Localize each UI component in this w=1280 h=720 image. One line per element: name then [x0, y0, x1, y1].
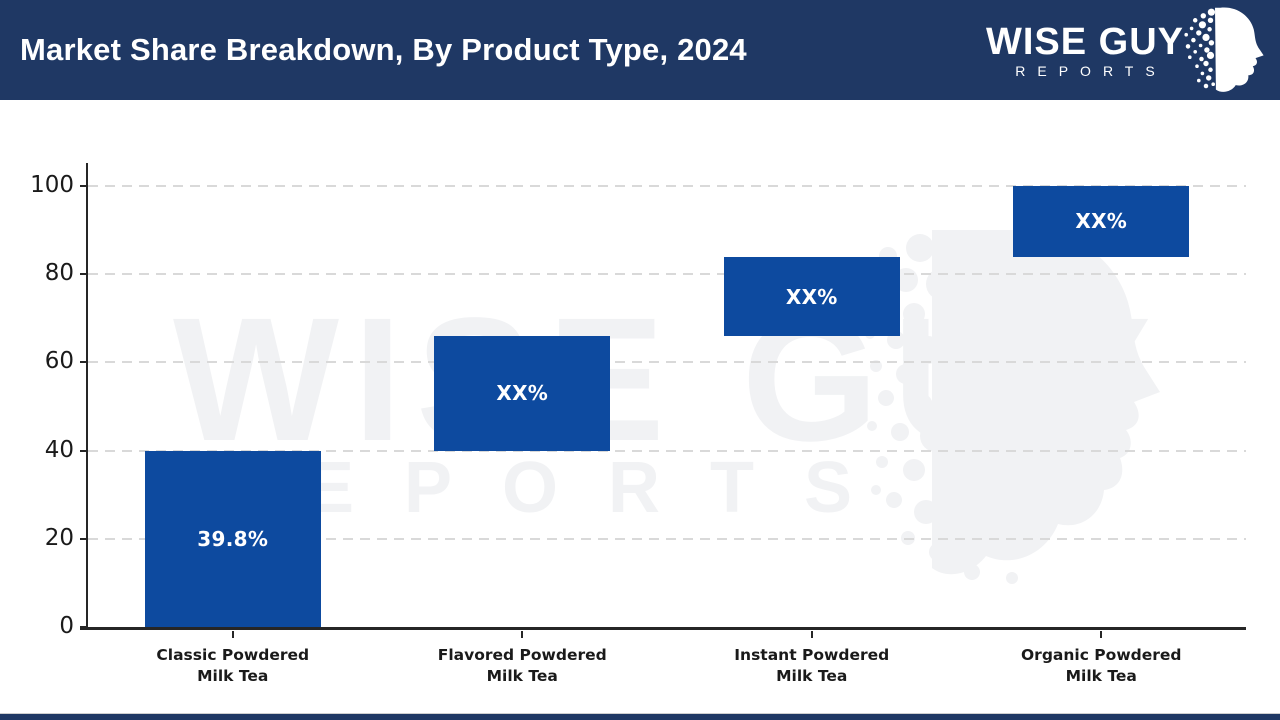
brand-logo: WISE GUY REPORTS: [986, 5, 1270, 95]
footer-hairline: [0, 713, 1280, 714]
gridline: [88, 361, 1246, 364]
x-category-label: Classic Powdered Milk Tea: [156, 646, 310, 686]
chart-area: WISE GUY REPORTS 0 20 40 60 80 100 39.8% Classi…: [0, 100, 1280, 714]
y-tick: [80, 273, 88, 276]
y-tick: [80, 449, 88, 452]
logo-face-icon: [1184, 7, 1264, 92]
x-category-label: Instant Powdered Milk Tea: [734, 646, 890, 686]
y-tick: [80, 537, 88, 540]
bar-value-label: 39.8%: [197, 527, 269, 552]
x-tick: [231, 631, 234, 638]
bar: 39.8%: [144, 451, 321, 627]
logo-wordmark-line1: WISE GUY: [985, 20, 1184, 63]
bar-value-label: XX%: [1075, 209, 1128, 234]
y-tick-label: 20: [44, 524, 74, 551]
x-tick: [1100, 631, 1103, 638]
page-title: Market Share Breakdown, By Product Type,…: [20, 32, 747, 67]
x-category-label: Organic Powdered Milk Tea: [1021, 646, 1182, 686]
x-tick: [521, 631, 524, 638]
footer-bar: [0, 714, 1280, 720]
y-tick-label: 0: [59, 613, 74, 639]
gridline: [88, 185, 1246, 187]
bar: XX%: [434, 335, 611, 451]
x-tick: [810, 631, 813, 638]
y-tick: [80, 626, 88, 628]
x-category-label: Flavored Powdered Milk Tea: [437, 646, 607, 686]
bar-value-label: XX%: [785, 284, 838, 309]
gridline: [88, 537, 1246, 540]
y-tick-label: 80: [44, 260, 74, 287]
y-axis-spine: [86, 163, 88, 630]
bar-value-label: XX%: [496, 381, 549, 406]
gridline: [88, 449, 1246, 452]
bar: XX%: [1013, 186, 1190, 257]
bar: XX%: [723, 257, 900, 336]
y-tick: [80, 185, 88, 187]
y-tick-label: 60: [44, 348, 74, 375]
y-tick-label: 40: [44, 436, 74, 463]
header: Market Share Breakdown, By Product Type,…: [0, 0, 1280, 100]
logo-wordmark: WISE GUY REPORTS: [986, 23, 1184, 78]
gridline: [88, 273, 1246, 276]
y-tick-label: 100: [30, 172, 74, 198]
logo-wordmark-line2: REPORTS: [1015, 62, 1167, 79]
y-tick: [80, 361, 88, 364]
x-axis-spine: [80, 627, 1246, 630]
